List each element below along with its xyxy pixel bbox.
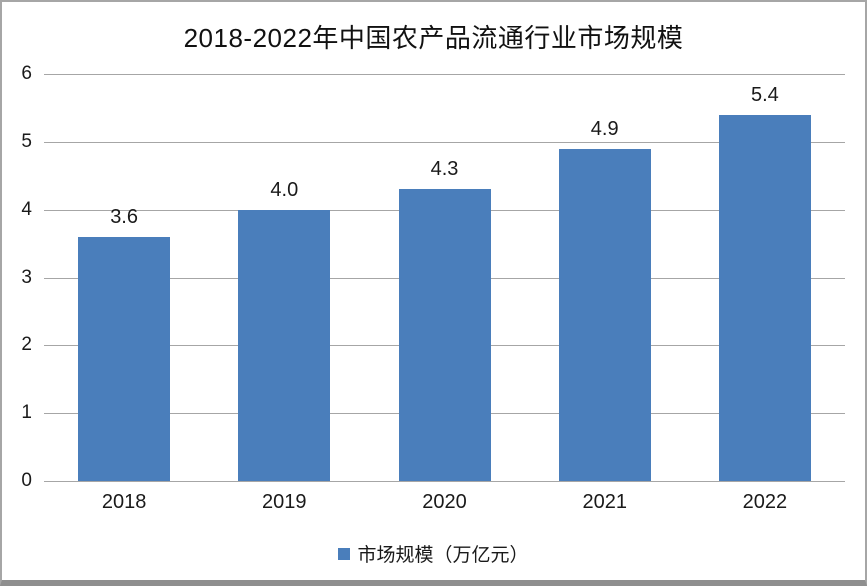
y-axis-tick-label: 5 <box>21 130 32 152</box>
legend-label: 市场规模（万亿元） <box>357 545 529 566</box>
y-axis-tick-label: 3 <box>21 266 32 288</box>
chart-title: 2018-2022年中国农产品流通行业市场规模 <box>183 23 684 53</box>
y-axis-tick-label: 0 <box>21 470 32 491</box>
gridline <box>44 141 845 143</box>
bar-column: 3.6 <box>44 74 204 481</box>
x-axis-tick-label: 2020 <box>422 491 467 513</box>
bar-data-label: 5.4 <box>751 83 779 106</box>
bar: 4.9 <box>558 118 651 481</box>
legend-marker-icon <box>338 547 351 560</box>
bar-column: 4.3 <box>364 74 524 481</box>
x-axis-tick-label: 2019 <box>262 491 307 513</box>
bar: 4.0 <box>238 179 331 481</box>
x-axis-tick-label: 2018 <box>101 491 147 513</box>
y-axis-tick-label: 2 <box>21 334 32 356</box>
x-axis-tick-label: 2021 <box>582 491 627 513</box>
bar-data-label: 4.0 <box>270 178 299 201</box>
bar-data-label: 4.9 <box>590 117 619 140</box>
bar: 5.4 <box>718 84 811 481</box>
bar-column: 5.4 <box>685 74 845 481</box>
bar-data-label: 4.3 <box>430 158 459 181</box>
y-axis: 0 1 2 3 4 5 6 <box>2 63 38 491</box>
bar-column: 4.0 <box>204 74 364 481</box>
y-axis-tick-label: 1 <box>21 402 32 424</box>
x-axis: 2018 2019 2020 2021 2022 <box>44 491 845 514</box>
chart-body: 0 1 2 3 4 5 6 3.6 4.0 4.3 4.9 5.4 <box>2 63 865 491</box>
bar: 3.6 <box>78 206 171 481</box>
legend: 市场规模（万亿元） <box>2 540 865 567</box>
bar-data-label: 3.6 <box>110 205 138 228</box>
y-axis-tick-label: 6 <box>21 63 32 84</box>
plot-area: 3.6 4.0 4.3 4.9 5.4 <box>44 74 845 482</box>
bar-series: 3.6 4.0 4.3 4.9 5.4 <box>44 74 845 481</box>
y-axis-tick-label: 4 <box>21 198 32 220</box>
x-axis-line <box>44 481 845 482</box>
bar-column: 4.9 <box>525 74 685 481</box>
gridline <box>44 74 845 75</box>
bar: 4.3 <box>398 158 491 481</box>
x-axis-tick-label: 2022 <box>742 491 788 513</box>
